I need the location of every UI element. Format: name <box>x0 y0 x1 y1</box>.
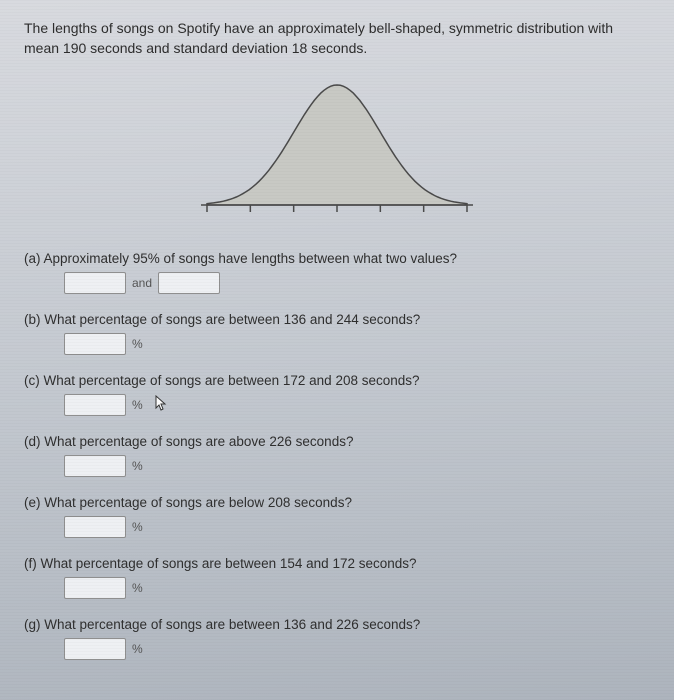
question-c: (c) What percentage of songs are between… <box>24 373 650 388</box>
input-d[interactable] <box>64 455 126 477</box>
answer-row-e: % <box>64 516 650 538</box>
input-f[interactable] <box>64 577 126 599</box>
input-a-high[interactable] <box>158 272 220 294</box>
question-e: (e) What percentage of songs are below 2… <box>24 495 650 510</box>
joiner-and: and <box>132 276 152 290</box>
unit-percent: % <box>132 398 143 412</box>
answer-row-c: % <box>64 394 650 416</box>
answer-row-d: % <box>64 455 650 477</box>
answer-row-b: % <box>64 333 650 355</box>
unit-percent: % <box>132 520 143 534</box>
question-f: (f) What percentage of songs are between… <box>24 556 650 571</box>
question-b: (b) What percentage of songs are between… <box>24 312 650 327</box>
input-b[interactable] <box>64 333 126 355</box>
cursor-icon <box>155 395 169 414</box>
input-g[interactable] <box>64 638 126 660</box>
question-d: (d) What percentage of songs are above 2… <box>24 434 650 449</box>
question-a: (a) Approximately 95% of songs have leng… <box>24 251 650 266</box>
input-c[interactable] <box>64 394 126 416</box>
answer-row-g: % <box>64 638 650 660</box>
bell-curve-chart <box>24 73 650 223</box>
unit-percent: % <box>132 337 143 351</box>
unit-percent: % <box>132 642 143 656</box>
answer-row-f: % <box>64 577 650 599</box>
answer-row-a: and <box>64 272 650 294</box>
input-e[interactable] <box>64 516 126 538</box>
unit-percent: % <box>132 459 143 473</box>
intro-text: The lengths of songs on Spotify have an … <box>24 18 650 59</box>
question-g: (g) What percentage of songs are between… <box>24 617 650 632</box>
input-a-low[interactable] <box>64 272 126 294</box>
question-panel: The lengths of songs on Spotify have an … <box>0 0 674 660</box>
unit-percent: % <box>132 581 143 595</box>
